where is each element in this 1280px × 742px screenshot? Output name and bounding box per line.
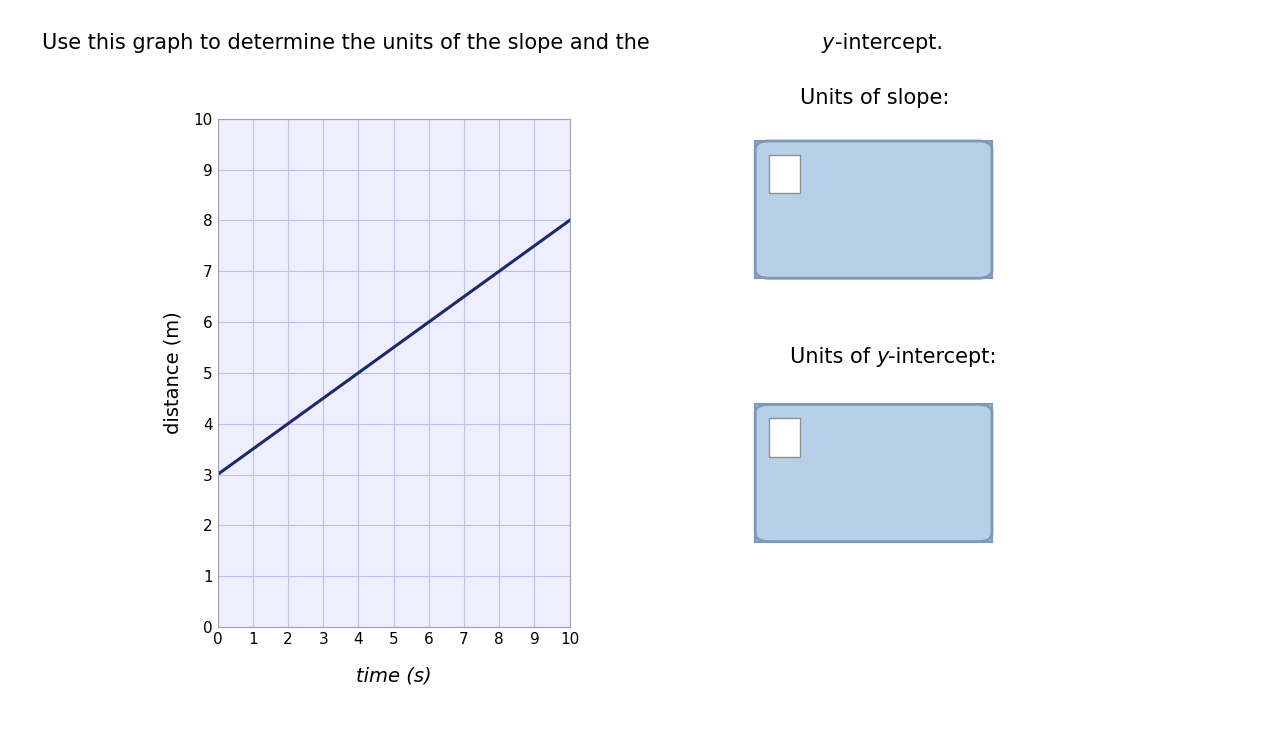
FancyBboxPatch shape bbox=[769, 418, 800, 456]
FancyBboxPatch shape bbox=[755, 141, 992, 278]
Text: Use this graph to determine the units of the slope and the: Use this graph to determine the units of… bbox=[42, 33, 657, 53]
Text: y: y bbox=[877, 347, 890, 367]
Y-axis label: distance (m): distance (m) bbox=[164, 312, 182, 434]
Text: y: y bbox=[822, 33, 835, 53]
FancyBboxPatch shape bbox=[769, 154, 800, 193]
Text: -intercept.: -intercept. bbox=[835, 33, 942, 53]
Text: -intercept:: -intercept: bbox=[888, 347, 997, 367]
Text: Units of: Units of bbox=[790, 347, 877, 367]
X-axis label: time (s): time (s) bbox=[356, 666, 431, 686]
FancyBboxPatch shape bbox=[755, 404, 992, 542]
Text: Units of slope:: Units of slope: bbox=[800, 88, 950, 108]
